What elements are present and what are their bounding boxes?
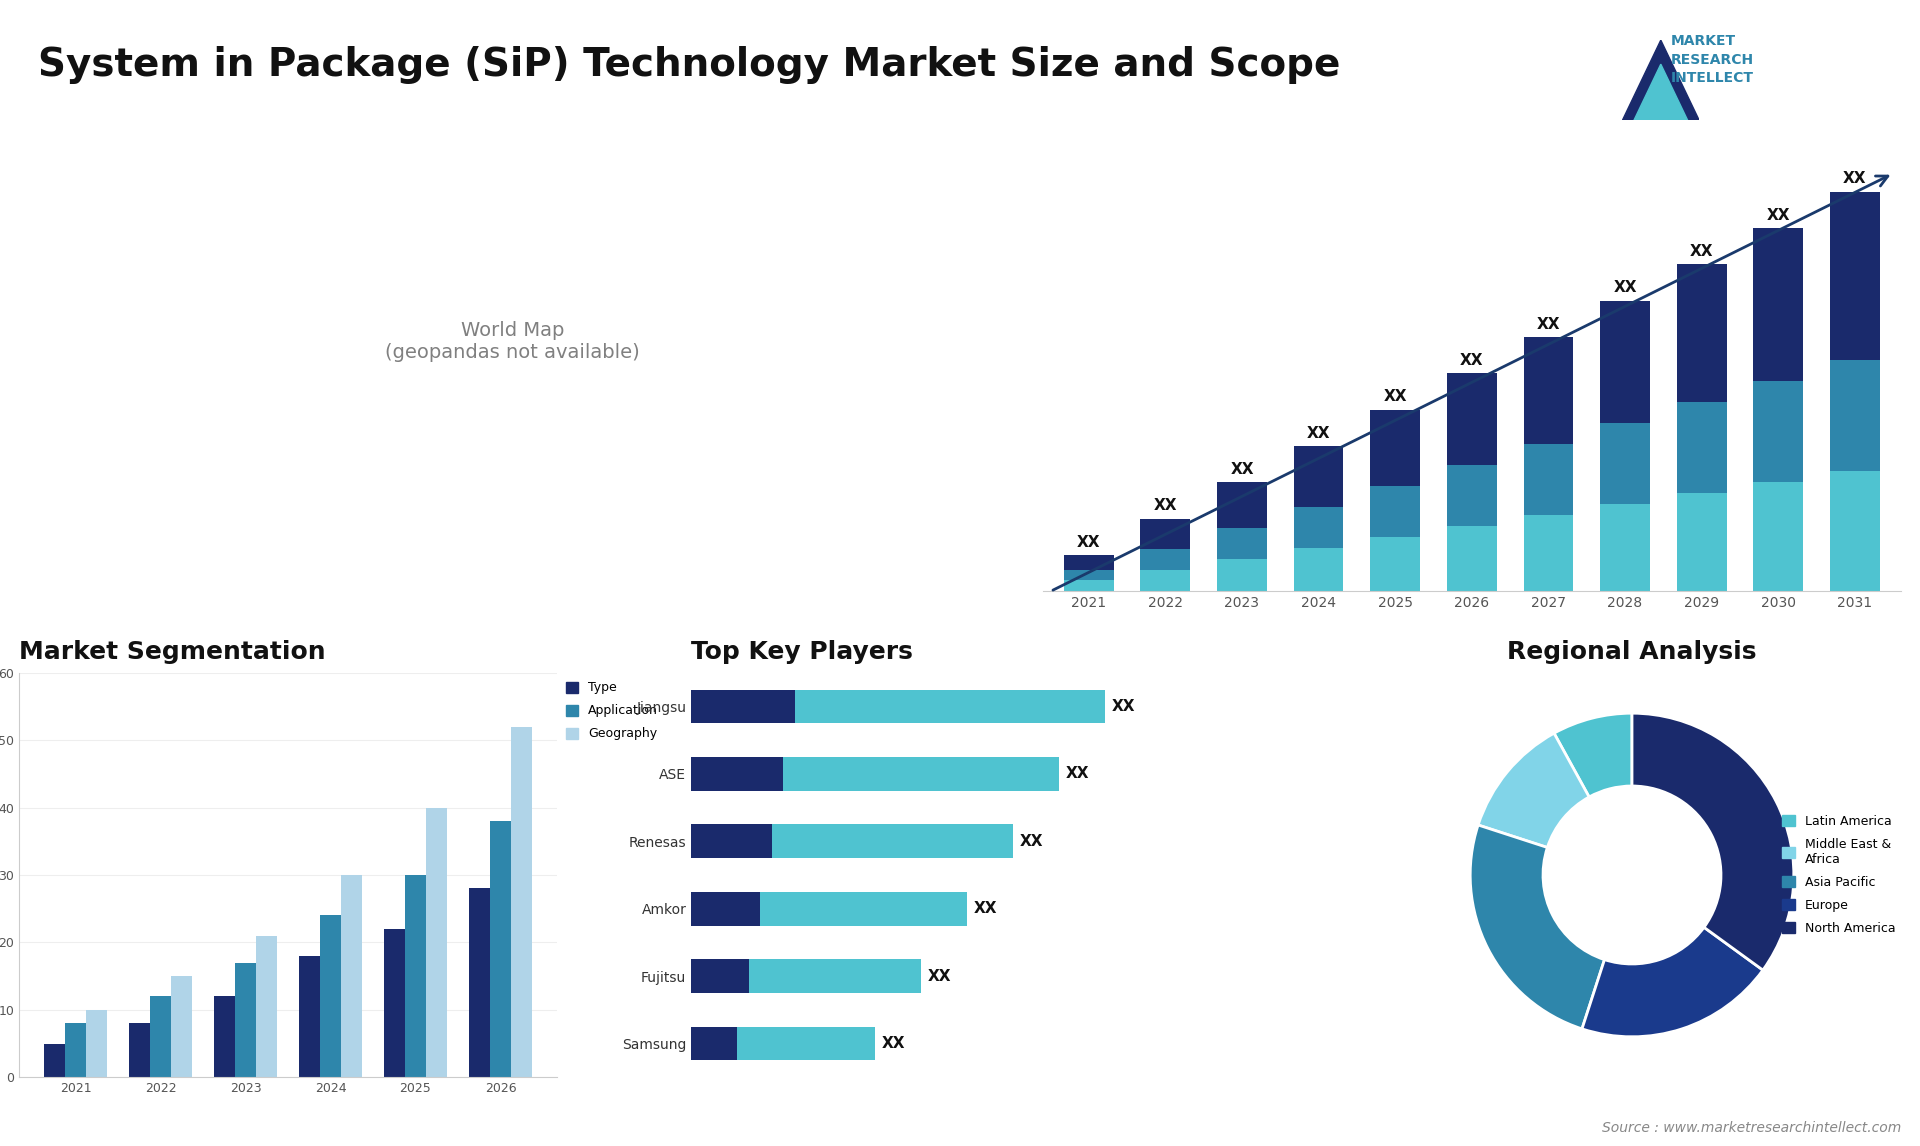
Bar [405,876,426,1077]
Bar [426,808,447,1077]
Bar [1371,536,1421,591]
Text: XX: XX [881,1036,906,1051]
Bar [490,821,511,1077]
Text: Market Segmentation: Market Segmentation [19,639,326,664]
Bar [691,892,760,926]
Bar [1064,571,1114,581]
Bar [1294,548,1344,591]
Text: XX: XX [1690,244,1713,259]
Text: Source : www.marketresearchintellect.com: Source : www.marketresearchintellect.com [1601,1121,1901,1135]
Text: XX: XX [973,901,996,916]
Text: XX: XX [927,968,950,983]
Title: Regional Analysis: Regional Analysis [1507,639,1757,664]
Bar [300,956,321,1077]
Bar [1753,380,1803,482]
Bar [691,959,749,992]
Text: XX: XX [1613,280,1636,296]
Bar [65,1023,86,1077]
Text: XX: XX [1384,390,1407,405]
Bar [1676,401,1726,493]
Bar [691,1027,737,1060]
Bar [44,1044,65,1077]
Bar [1217,528,1267,558]
Bar [255,935,276,1077]
Bar [691,690,795,723]
Bar [1064,581,1114,591]
Wedge shape [1632,713,1793,971]
Text: XX: XX [1459,353,1484,368]
Wedge shape [1478,733,1590,848]
Text: XX: XX [1066,767,1089,782]
Text: XX: XX [1112,699,1135,714]
Bar [1217,482,1267,528]
Bar [1830,191,1880,360]
Bar [321,916,342,1077]
Bar [384,929,405,1077]
Bar [1523,337,1572,444]
Bar [129,1023,150,1077]
Text: XX: XX [1020,834,1043,849]
Bar [150,996,171,1077]
Text: Top Key Players: Top Key Players [691,639,914,664]
Bar [749,959,922,992]
Bar [1140,549,1190,570]
Bar [760,892,968,926]
Bar [1676,265,1726,401]
Bar [213,996,234,1077]
Bar [234,963,255,1077]
Text: XX: XX [1231,462,1254,477]
Bar [1753,228,1803,380]
Wedge shape [1553,713,1632,796]
Bar [1448,526,1498,591]
Bar [342,876,363,1077]
Polygon shape [1634,64,1688,120]
Bar [691,758,783,791]
Text: XX: XX [1154,499,1177,513]
Wedge shape [1471,825,1605,1029]
Legend: Latin America, Middle East &
Africa, Asia Pacific, Europe, North America: Latin America, Middle East & Africa, Asi… [1780,813,1899,937]
Text: XX: XX [1308,425,1331,440]
Text: World Map
(geopandas not available): World Map (geopandas not available) [386,321,639,362]
Bar [1523,515,1572,591]
Bar [1676,493,1726,591]
Bar [772,824,1014,858]
Bar [783,758,1058,791]
Bar [511,727,532,1077]
Bar [86,1010,108,1077]
Wedge shape [1582,927,1763,1037]
Bar [1294,507,1344,548]
Bar [1830,471,1880,591]
Bar [1753,482,1803,591]
Bar [1294,446,1344,507]
Bar [171,976,192,1077]
Bar [1599,300,1649,423]
Bar [1830,360,1880,471]
Polygon shape [1622,40,1699,120]
Text: XX: XX [1536,316,1561,331]
Bar [468,888,490,1077]
Bar [1140,570,1190,591]
Bar [1448,374,1498,465]
Bar [795,690,1104,723]
Bar [1599,423,1649,504]
Text: MARKET
RESEARCH
INTELLECT: MARKET RESEARCH INTELLECT [1670,34,1753,85]
Bar [1599,504,1649,591]
Bar [691,824,772,858]
Bar [1371,486,1421,536]
Bar [737,1027,876,1060]
Bar [1140,519,1190,549]
Text: XX: XX [1077,534,1100,550]
Text: XX: XX [1766,207,1789,222]
Bar [1217,558,1267,591]
Bar [1371,409,1421,486]
Text: XX: XX [1843,171,1866,186]
Bar [1064,555,1114,571]
Legend: Type, Application, Geography: Type, Application, Geography [563,678,660,743]
Bar [1523,444,1572,515]
Text: System in Package (SiP) Technology Market Size and Scope: System in Package (SiP) Technology Marke… [38,46,1340,84]
Bar [1448,465,1498,526]
